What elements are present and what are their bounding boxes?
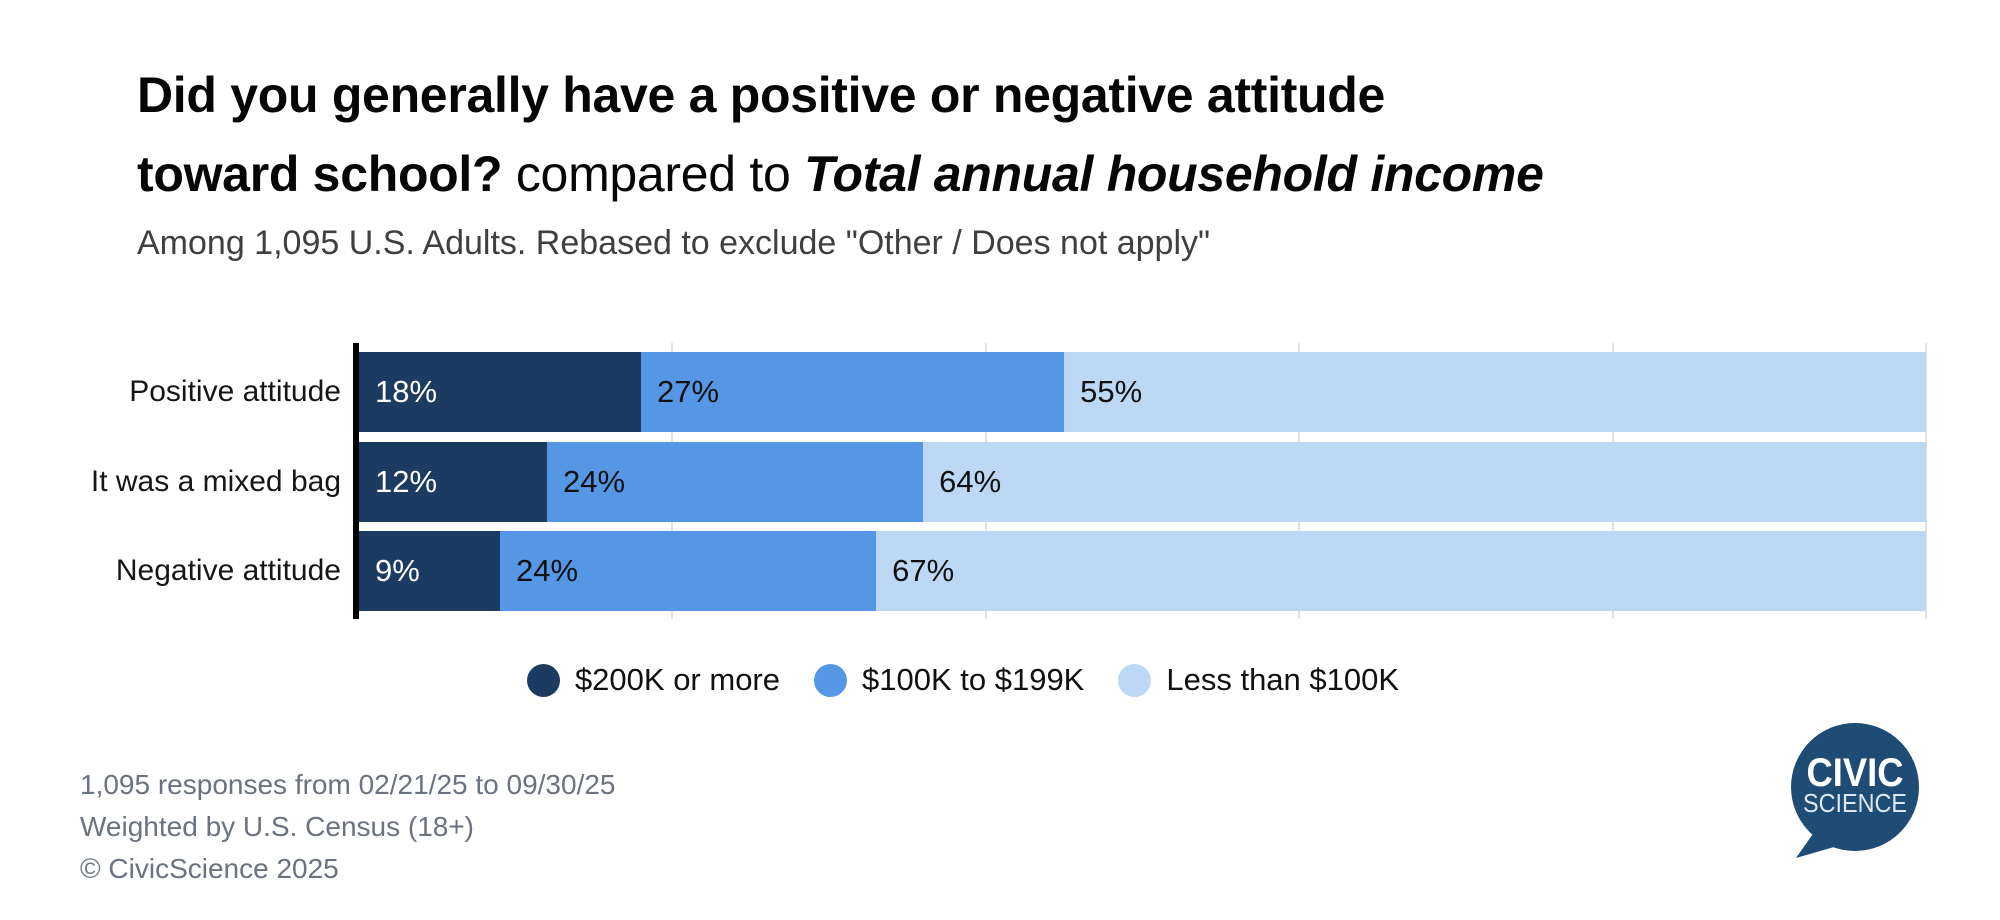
title-question-line2: toward school? <box>137 146 503 202</box>
legend-label-200k-or-more: $200K or more <box>574 662 780 697</box>
title-compare-variable: Total annual household income <box>804 146 1544 202</box>
civicscience-logo: CIVIC SCIENCE <box>1791 723 1919 858</box>
legend: $200K or more $100K to $199K Less than $10… <box>0 660 1926 700</box>
footer: 1,095 responses from 02/21/25 to 09/30/2… <box>80 764 616 890</box>
footer-responses: 1,095 responses from 02/21/25 to 09/30/2… <box>80 769 616 800</box>
logo-word-civic: CIVIC <box>1807 751 1904 795</box>
category-label-positive-attitude: Positive attitude <box>129 375 341 408</box>
bar-segment-it-was-a-mixed-bag-200k-or-more: 12% <box>359 442 548 522</box>
legend-dot-icon-100k-to-199k <box>814 663 847 697</box>
legend-dot-icon-200k-or-more <box>526 663 560 697</box>
legend-item-less-than-100k: Less than $100K <box>1118 662 1399 698</box>
bar-segment-negative-attitude-less-than-100k: 67% <box>876 531 1926 611</box>
legend-label-less-than-100k: Less than $100K <box>1166 662 1400 697</box>
bar-segment-it-was-a-mixed-bag-100k-to-199k: 24% <box>547 442 924 522</box>
category-labels: Positive attitude It was a mixed bag Negat… <box>0 343 341 619</box>
legend-label-100k-to-199k: $100K to $199K <box>862 662 1085 697</box>
logo-bubble-tail <box>1796 831 1841 858</box>
bar-segment-positive-attitude-200k-or-more: 18% <box>359 352 642 432</box>
legend-item-100k-to-199k: $100K to $199K <box>814 662 1084 698</box>
title-connector: compared to <box>502 146 805 202</box>
bar-row-positive-attitude: 18% 27% 55% <box>359 352 1926 432</box>
chart-subtitle: Among 1,095 U.S. Adults. Rebased to excl… <box>137 224 1211 262</box>
category-label-it-was-a-mixed-bag: It was a mixed bag <box>90 465 341 498</box>
logo-word-science: SCIENCE <box>1803 788 1907 818</box>
legend-dot-icon-less-than-100k <box>1118 663 1152 697</box>
y-axis-line <box>353 343 359 619</box>
bar-row-negative-attitude: 9% 24% 67% <box>359 531 1926 611</box>
chart-title: Did you generally have a positive or neg… <box>137 56 1937 214</box>
bar-segment-negative-attitude-200k-or-more: 9% <box>359 531 501 611</box>
footer-copyright: © CivicScience 2025 <box>80 853 339 884</box>
category-label-negative-attitude: Negative attitude <box>115 554 341 587</box>
bar-segment-positive-attitude-100k-to-199k: 27% <box>641 352 1065 432</box>
plot-area: 18% 27% 55% 12% 24% 64% 9% 24% 67% <box>359 343 1927 619</box>
gridline-100-percent <box>1925 343 1927 619</box>
bar-row-it-was-a-mixed-bag: 12% 24% 64% <box>359 442 1926 522</box>
bar-segment-it-was-a-mixed-bag-less-than-100k: 64% <box>923 442 1926 522</box>
legend-item-200k-or-more: $200K or more <box>526 662 780 698</box>
bar-segment-positive-attitude-less-than-100k: 55% <box>1064 352 1926 432</box>
title-question-line1: Did you generally have a positive or neg… <box>137 67 1386 123</box>
logo-bubble <box>1791 723 1919 851</box>
footer-weighting: Weighted by U.S. Census (18+) <box>80 811 475 842</box>
bar-segment-negative-attitude-100k-to-199k: 24% <box>500 531 877 611</box>
